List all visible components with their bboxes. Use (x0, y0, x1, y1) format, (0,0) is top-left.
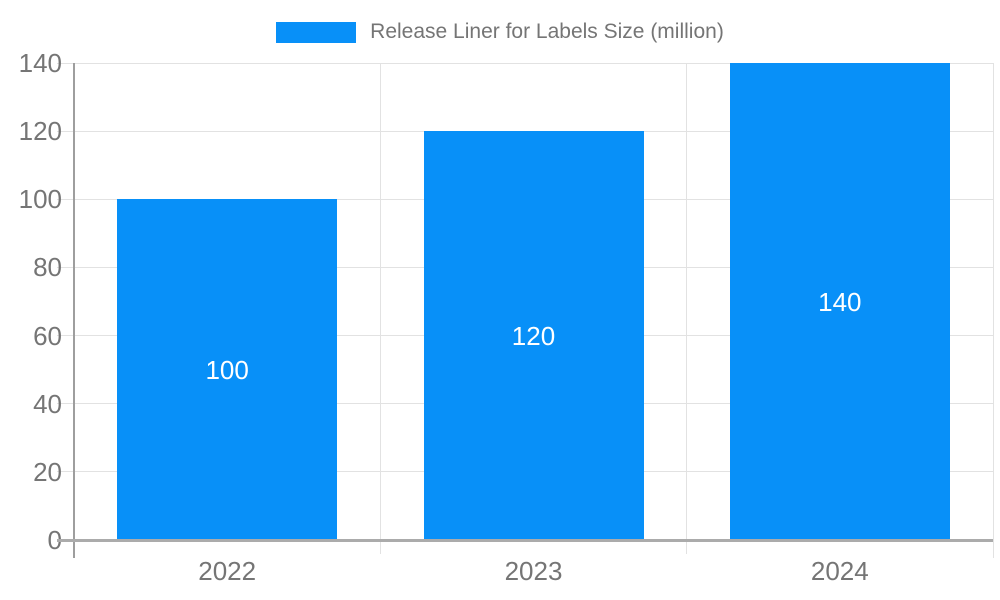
legend-swatch-icon (276, 21, 357, 43)
grid-line-vertical (379, 63, 381, 554)
y-axis-label: 20 (33, 456, 62, 487)
y-axis-label: 0 (47, 525, 62, 555)
y-axis-label: 120 (18, 116, 62, 147)
x-axis-label: 2024 (810, 556, 869, 586)
y-tick (57, 266, 74, 268)
y-tick (57, 130, 74, 132)
y-axis-label: 140 (18, 48, 62, 78)
x-axis-line (57, 539, 993, 542)
legend-label: Release Liner for Labels Size (million) (370, 20, 724, 43)
x-axis-label: 2023 (504, 556, 563, 586)
bar-2024[interactable] (729, 63, 950, 540)
y-tick (57, 62, 74, 64)
y-axis-label: 100 (18, 184, 62, 215)
bar-2023[interactable] (423, 131, 644, 540)
y-axis-line (73, 63, 75, 558)
y-tick (57, 198, 74, 200)
y-axis-label: 40 (33, 388, 62, 419)
y-axis-label: 60 (33, 320, 62, 351)
y-tick (57, 471, 74, 473)
bar-value-label: 120 (511, 320, 556, 351)
x-axis-label: 2022 (198, 556, 257, 586)
y-axis-label: 80 (33, 252, 62, 283)
bar-2022[interactable] (117, 199, 338, 540)
y-tick (57, 335, 74, 337)
grid-line-horizontal (74, 62, 993, 64)
bar-value-label: 140 (818, 286, 862, 317)
grid-line-vertical (686, 63, 688, 554)
chart-legend[interactable]: Release Liner for Labels Size (million) (0, 20, 1000, 44)
bar-value-label: 100 (205, 354, 249, 385)
plot-right-border (992, 63, 994, 558)
y-tick (57, 403, 74, 405)
